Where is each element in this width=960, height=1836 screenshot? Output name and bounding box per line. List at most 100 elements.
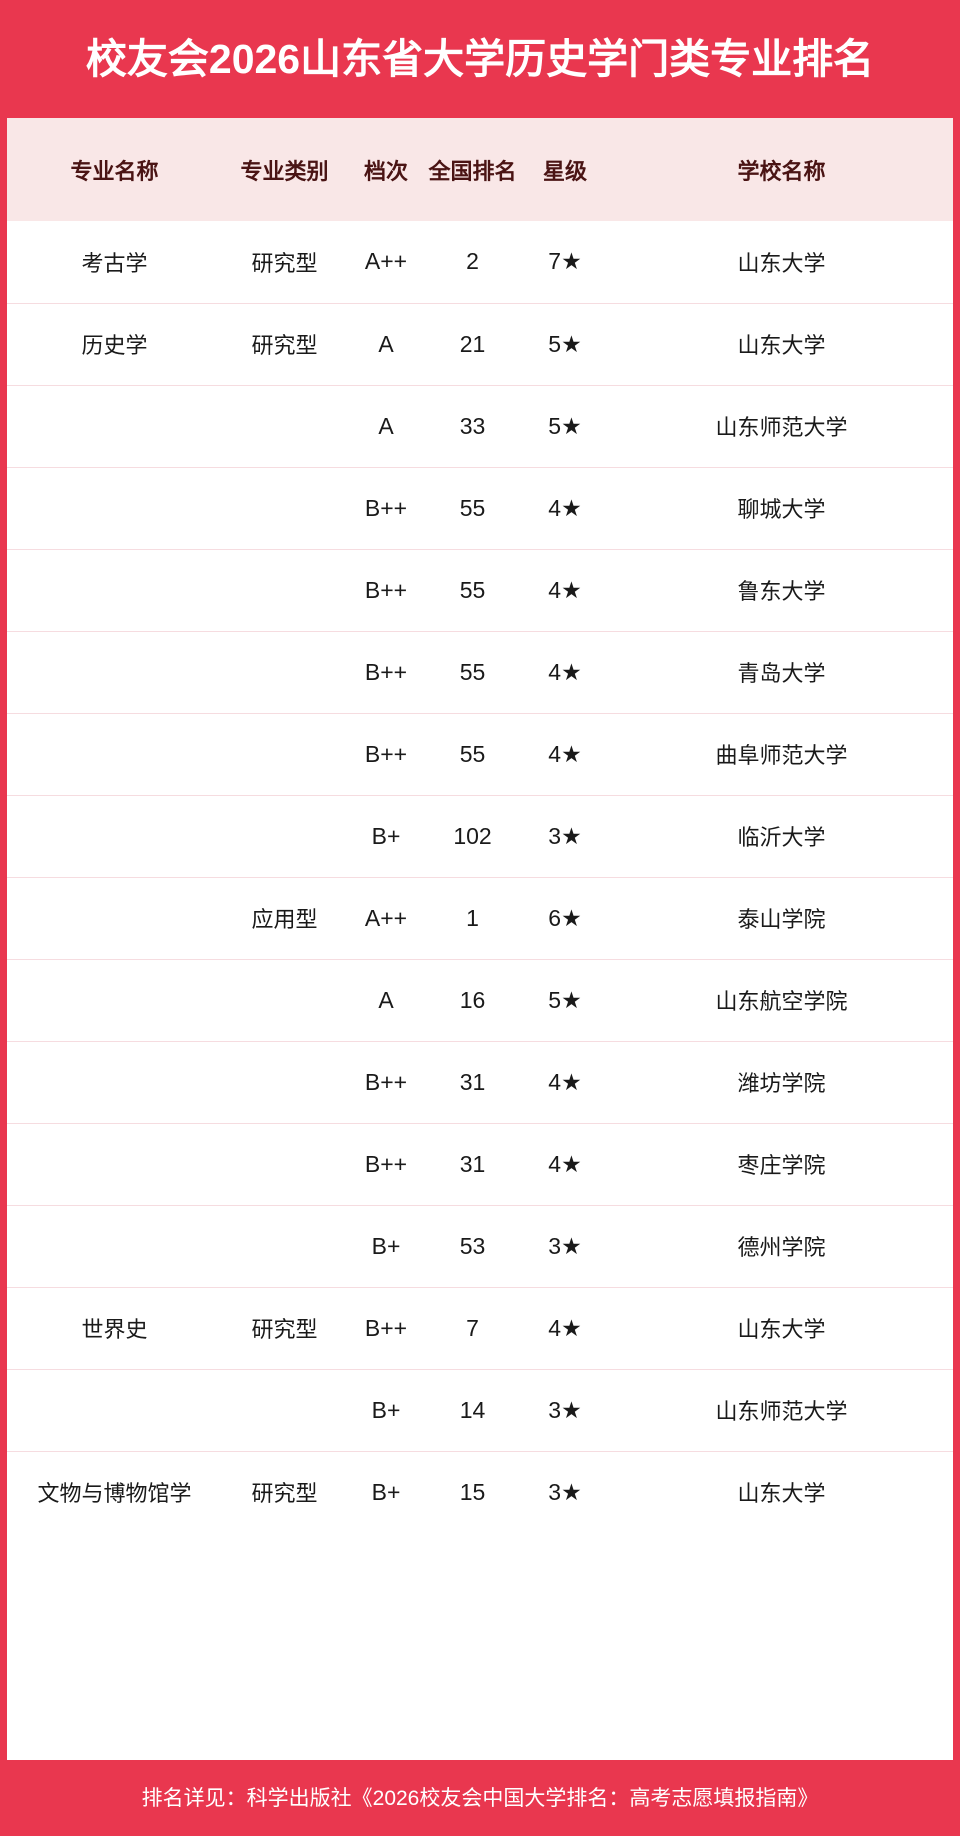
cell-tier: B++ bbox=[364, 1150, 408, 1177]
cell-natrank: 55 bbox=[459, 576, 486, 603]
cell-school: 山东大学 bbox=[737, 1317, 826, 1342]
cell-major bbox=[7, 959, 222, 1041]
cell-category bbox=[222, 631, 347, 713]
cell-stars: 4★ bbox=[548, 1314, 582, 1341]
cell-tier: A bbox=[378, 412, 394, 439]
cell-major: 考古学 bbox=[81, 250, 148, 276]
cell-tier: B++ bbox=[364, 1068, 408, 1095]
cell-stars: 4★ bbox=[548, 576, 582, 603]
cell-stars: 3★ bbox=[548, 1478, 582, 1505]
cell-natrank: 14 bbox=[459, 1396, 486, 1423]
cell-major bbox=[7, 795, 222, 877]
cell-tier: A bbox=[378, 330, 394, 357]
cell-stars: 4★ bbox=[548, 1150, 582, 1177]
column-header-major: 专业名称 bbox=[70, 158, 159, 184]
footer-note: 排名详见：科学出版社《2026校友会中国大学排名：高考志愿填报指南》 bbox=[141, 1786, 819, 1810]
cell-major: 文物与博物馆学 bbox=[37, 1481, 192, 1507]
column-header-school: 学校名称 bbox=[737, 158, 826, 184]
table-row: 世界史 研究型 B++ 7 4★ 山东大学 bbox=[7, 1287, 953, 1369]
cell-natrank: 21 bbox=[459, 330, 486, 357]
cell-natrank: 33 bbox=[459, 412, 486, 439]
cell-school: 山东航空学院 bbox=[715, 989, 848, 1014]
cell-tier: B++ bbox=[364, 494, 408, 521]
table-row: A 33 5★ 山东师范大学 bbox=[7, 385, 953, 467]
cell-stars: 3★ bbox=[548, 1232, 582, 1259]
column-header-stars: 星级 bbox=[542, 158, 587, 184]
cell-tier: B++ bbox=[364, 658, 408, 685]
cell-stars: 6★ bbox=[548, 904, 582, 931]
table-row: B++ 55 4★ 曲阜师范大学 bbox=[7, 713, 953, 795]
cell-school: 泰山学院 bbox=[737, 907, 826, 932]
table-row: B+ 102 3★ 临沂大学 bbox=[7, 795, 953, 877]
cell-stars: 4★ bbox=[548, 740, 582, 767]
cell-category bbox=[222, 1205, 347, 1287]
cell-school: 山东大学 bbox=[737, 250, 826, 276]
cell-major: 历史学 bbox=[81, 333, 148, 358]
cell-school: 潍坊学院 bbox=[737, 1071, 826, 1096]
cell-major bbox=[7, 549, 222, 631]
cell-category: 研究型 bbox=[251, 333, 318, 358]
table-row: B+ 53 3★ 德州学院 bbox=[7, 1205, 953, 1287]
cell-school: 山东师范大学 bbox=[715, 1399, 848, 1424]
table-row: 考古学 研究型 A++ 2 7★ 山东大学 bbox=[7, 221, 953, 303]
table-row: A 16 5★ 山东航空学院 bbox=[7, 959, 953, 1041]
cell-tier: A++ bbox=[364, 248, 408, 275]
title-banner: 校友会2026山东省大学历史学门类专业排名 bbox=[0, 0, 960, 118]
cell-major bbox=[7, 1123, 222, 1205]
cell-category: 应用型 bbox=[251, 907, 318, 932]
cell-stars: 5★ bbox=[548, 986, 582, 1013]
cell-tier: B+ bbox=[371, 1396, 401, 1423]
cell-category: 研究型 bbox=[251, 1317, 318, 1342]
cell-major bbox=[7, 467, 222, 549]
cell-category bbox=[222, 385, 347, 467]
cell-tier: B+ bbox=[371, 1478, 401, 1505]
table-header-row: 专业名称 专业类别 档次 全国排名 星级 学校名称 bbox=[7, 118, 953, 221]
cell-major: 世界史 bbox=[81, 1317, 148, 1342]
cell-natrank: 55 bbox=[459, 740, 486, 767]
cell-stars: 4★ bbox=[548, 1068, 582, 1095]
cell-tier: B++ bbox=[364, 740, 408, 767]
cell-natrank: 1 bbox=[466, 904, 479, 931]
cell-stars: 7★ bbox=[548, 248, 582, 275]
cell-stars: 5★ bbox=[548, 330, 582, 357]
cell-category bbox=[222, 795, 347, 877]
cell-major bbox=[7, 877, 222, 959]
cell-stars: 5★ bbox=[548, 412, 582, 439]
table-body: 考古学 研究型 A++ 2 7★ 山东大学 历史学 研究型 A 21 5★ 山东大学 A 33 5★ 山东师范… bbox=[7, 221, 953, 1533]
cell-major bbox=[7, 385, 222, 467]
cell-category bbox=[222, 1369, 347, 1451]
cell-school: 聊城大学 bbox=[737, 497, 826, 522]
cell-school: 枣庄学院 bbox=[737, 1153, 826, 1178]
table-row: 文物与博物馆学 研究型 B+ 15 3★ 山东大学 bbox=[7, 1451, 953, 1533]
cell-stars: 3★ bbox=[548, 1396, 582, 1423]
cell-category bbox=[222, 1123, 347, 1205]
cell-category bbox=[222, 467, 347, 549]
cell-tier: B++ bbox=[364, 576, 408, 603]
cell-major bbox=[7, 1205, 222, 1287]
cell-natrank: 7 bbox=[466, 1314, 479, 1341]
cell-tier: B+ bbox=[371, 1232, 401, 1259]
cell-school: 临沂大学 bbox=[737, 825, 826, 850]
ranking-table-container: 专业名称 专业类别 档次 全国排名 星级 学校名称 考古学 研究型 A++ 2 7★ 山东… bbox=[0, 118, 960, 1760]
cell-natrank: 16 bbox=[459, 986, 486, 1013]
cell-category bbox=[222, 713, 347, 795]
cell-natrank: 31 bbox=[459, 1150, 486, 1177]
column-header-category: 专业类别 bbox=[240, 158, 329, 184]
table-header: 专业名称 专业类别 档次 全国排名 星级 学校名称 bbox=[7, 118, 953, 221]
table-row: 应用型 A++ 1 6★ 泰山学院 bbox=[7, 877, 953, 959]
cell-category bbox=[222, 959, 347, 1041]
table-row: B++ 55 4★ 青岛大学 bbox=[7, 631, 953, 713]
page-title: 校友会2026山东省大学历史学门类专业排名 bbox=[85, 35, 875, 82]
cell-tier: A bbox=[378, 986, 394, 1013]
footer-banner: 排名详见：科学出版社《2026校友会中国大学排名：高考志愿填报指南》 bbox=[0, 1760, 960, 1836]
cell-tier: B+ bbox=[371, 822, 401, 849]
cell-stars: 4★ bbox=[548, 658, 582, 685]
cell-category: 研究型 bbox=[251, 250, 318, 276]
table-row: B++ 31 4★ 潍坊学院 bbox=[7, 1041, 953, 1123]
ranking-table: 专业名称 专业类别 档次 全国排名 星级 学校名称 考古学 研究型 A++ 2 7★ 山东… bbox=[7, 118, 953, 1533]
cell-school: 山东大学 bbox=[737, 1481, 826, 1507]
cell-school: 青岛大学 bbox=[737, 661, 826, 686]
cell-school: 山东大学 bbox=[737, 333, 826, 358]
cell-category bbox=[222, 1041, 347, 1123]
